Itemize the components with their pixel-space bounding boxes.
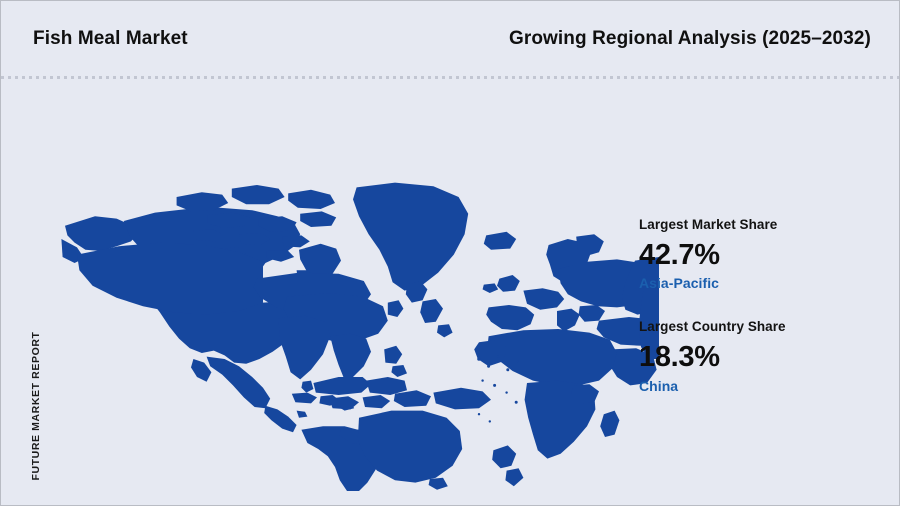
overlay-landmasses — [77, 242, 524, 490]
stat-label-country-share: Largest Country Share — [639, 319, 786, 335]
vertical-brand-label: FUTURE MARKET REPORT — [25, 311, 47, 501]
world-map — [59, 175, 659, 495]
header: Fish Meal Market Growing Regional Analys… — [1, 1, 899, 77]
stat-value-country-share: 18.3% — [639, 341, 720, 374]
header-subtitle: Growing Regional Analysis (2025–2032) — [508, 28, 871, 49]
world-map-overlay — [77, 242, 524, 490]
world-map-asia-oceania — [638, 266, 659, 359]
vertical-brand-label-text: FUTURE MARKET REPORT — [30, 331, 42, 481]
stat-block-country-share: Largest Country Share 18.3% China — [639, 319, 889, 393]
stat-label-market-share: Largest Market Share — [639, 217, 778, 232]
header-divider — [1, 76, 899, 79]
stat-region-market-share: Asia-Pacific — [639, 275, 719, 292]
stat-value-market-share: 42.7% — [639, 239, 720, 271]
page-title: Fish Meal Market — [33, 28, 188, 49]
body-area: FUTURE MARKET REPORT — [1, 79, 899, 505]
stats-panel: Largest Market Share 42.7% Asia-Pacific … — [639, 217, 889, 394]
stat-region-country-share: China — [639, 377, 679, 394]
stat-block-market-share: Largest Market Share 42.7% Asia-Pacific — [639, 217, 889, 291]
